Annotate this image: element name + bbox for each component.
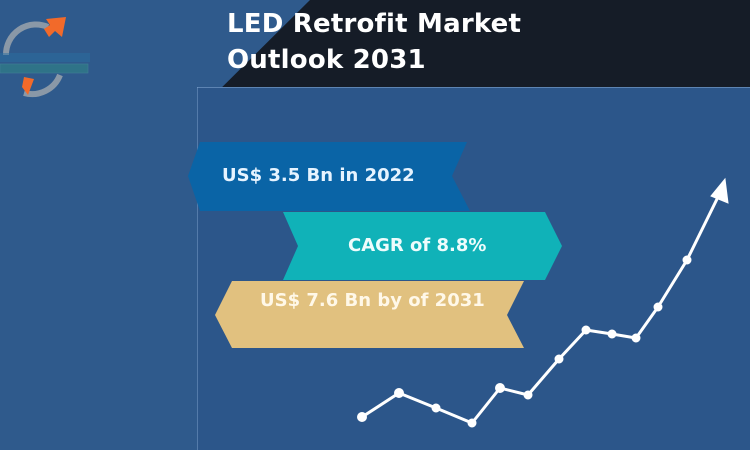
page-title: LED Retrofit Market Outlook 2031 (227, 6, 521, 78)
ribbon-label-market-2031: US$ 7.6 Bn by of 2031 (260, 290, 485, 311)
title-line-1: LED Retrofit Market (227, 9, 522, 39)
ribbon-label-cagr: CAGR of 8.8% (348, 235, 487, 256)
ribbon-label-market-2022: US$ 3.5 Bn in 2022 (222, 165, 415, 186)
logo-icon (0, 17, 90, 98)
ribbon-market-2022 (188, 142, 470, 211)
trend-line-arrow-icon (357, 177, 729, 428)
dark-header-band (197, 0, 750, 112)
ribbon-market-2031 (215, 281, 524, 348)
ribbon-cagr (283, 212, 562, 280)
title-line-2: Outlook 2031 (227, 45, 426, 75)
